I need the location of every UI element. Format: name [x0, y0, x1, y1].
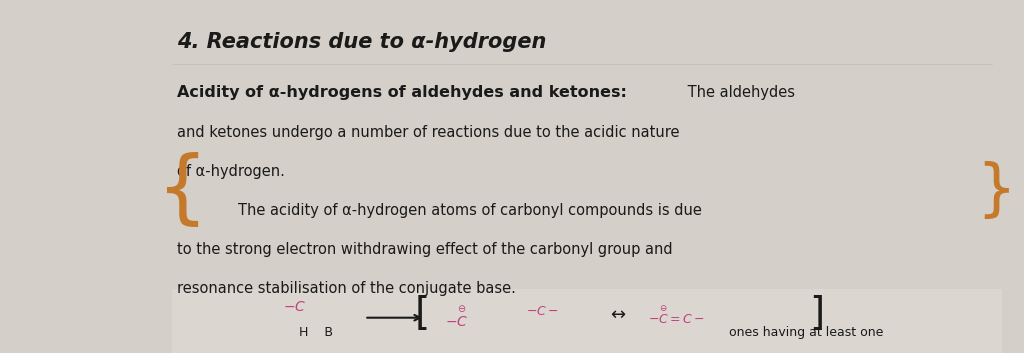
- Text: $-\overset{\ominus}{C}=C-$: $-\overset{\ominus}{C}=C-$: [648, 305, 705, 327]
- Text: $-\overset{\ominus}{C}$: $-\overset{\ominus}{C}$: [445, 305, 469, 330]
- Text: The acidity of α-hydrogen atoms of carbonyl compounds is due: The acidity of α-hydrogen atoms of carbo…: [238, 203, 701, 218]
- Text: [: [: [415, 295, 430, 333]
- Text: H    B: H B: [299, 326, 333, 339]
- Text: resonance stabilisation of the conjugate base.: resonance stabilisation of the conjugate…: [177, 281, 516, 295]
- FancyBboxPatch shape: [172, 289, 1001, 353]
- Text: to the strong electron withdrawing effect of the carbonyl group and: to the strong electron withdrawing effec…: [177, 242, 673, 257]
- Text: The aldehydes: The aldehydes: [683, 85, 795, 100]
- Text: {: {: [157, 152, 208, 229]
- Text: and ketones undergo a number of reactions due to the acidic nature: and ketones undergo a number of reaction…: [177, 125, 680, 140]
- Text: Acidity of α-hydrogens of aldehydes and ketones:: Acidity of α-hydrogens of aldehydes and …: [177, 85, 627, 100]
- Text: ones having at least one: ones having at least one: [729, 326, 883, 339]
- Text: ]: ]: [810, 295, 825, 333]
- Text: }: }: [977, 161, 1017, 221]
- Text: $\leftrightarrow$: $\leftrightarrow$: [607, 305, 627, 323]
- Text: $-\underset{}{C}$: $-\underset{}{C}$: [284, 298, 306, 312]
- Text: 4. Reactions due to α-hydrogen: 4. Reactions due to α-hydrogen: [177, 32, 547, 52]
- Text: $-C-$: $-C-$: [526, 305, 559, 318]
- Text: of α-hydrogen.: of α-hydrogen.: [177, 164, 285, 179]
